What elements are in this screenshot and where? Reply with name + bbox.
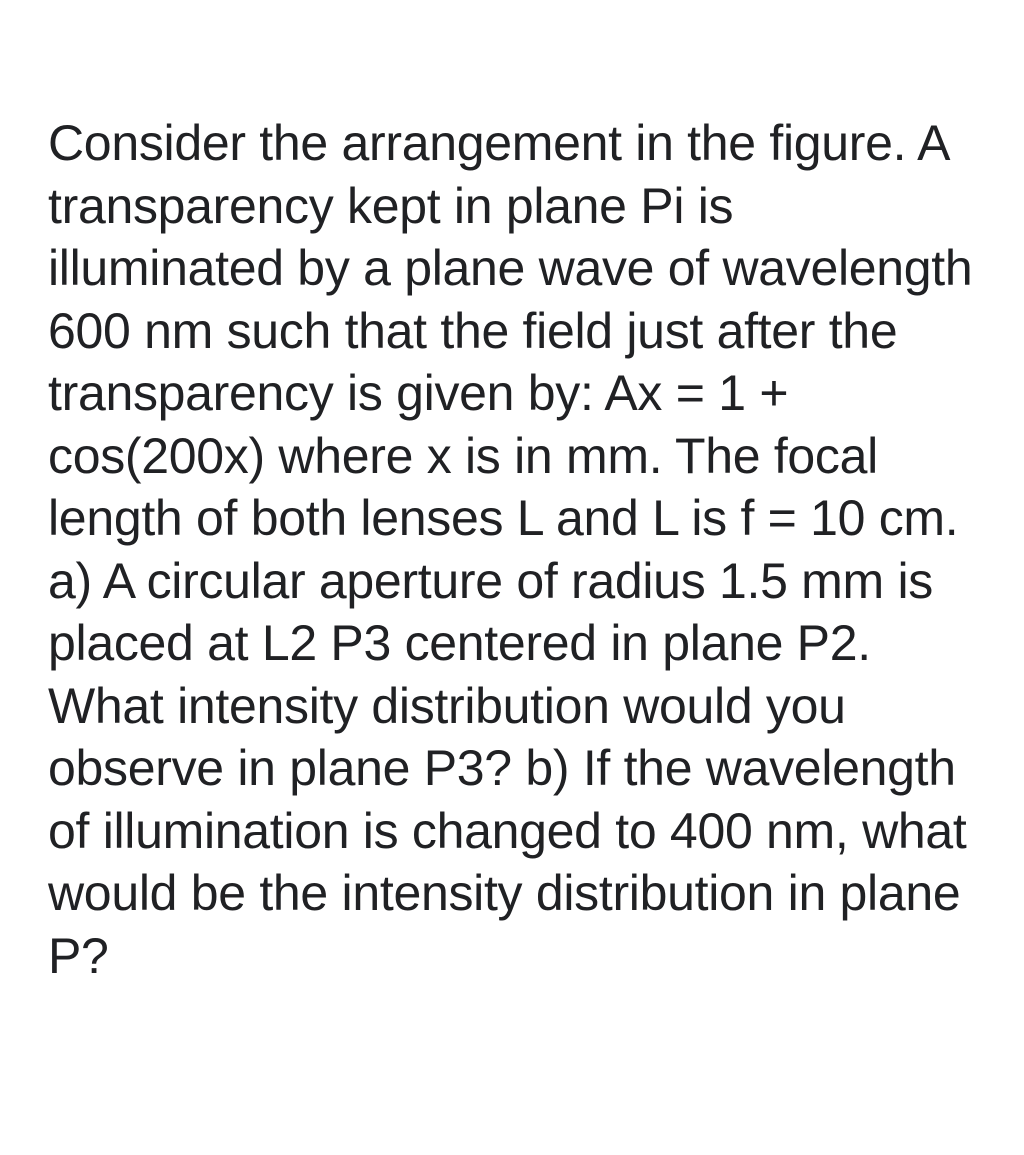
document-container: Consider the arrangement in the figure. … xyxy=(0,0,1024,1155)
question-text: Consider the arrangement in the figure. … xyxy=(48,112,976,987)
